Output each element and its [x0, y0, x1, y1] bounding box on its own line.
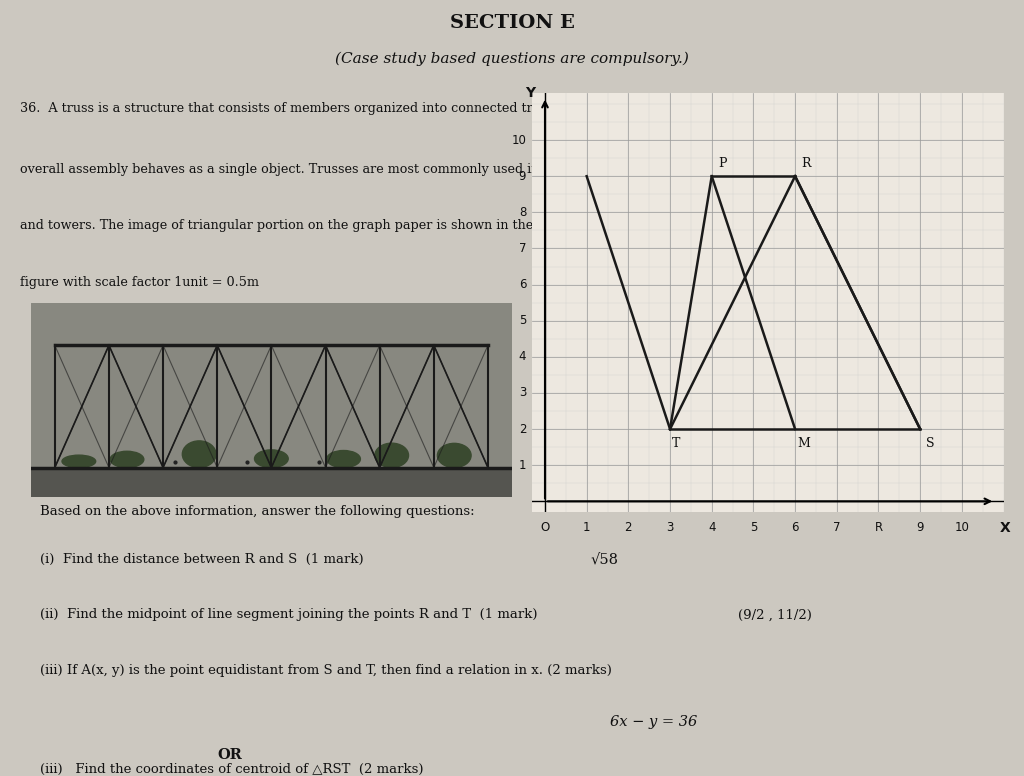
Text: X: X [999, 521, 1010, 535]
Text: (Case study based questions are compulsory.): (Case study based questions are compulso… [335, 51, 689, 66]
Text: 7: 7 [834, 521, 841, 534]
Text: 10: 10 [511, 133, 526, 147]
Ellipse shape [182, 454, 216, 467]
Text: SECTION E: SECTION E [450, 14, 574, 32]
Text: 2: 2 [625, 521, 632, 534]
Text: overall assembly behaves as a single object. Trusses are most commonly used in b: overall assembly behaves as a single obj… [20, 163, 634, 175]
Text: 36.  A truss is a structure that consists of members organized into connected tr: 36. A truss is a structure that consists… [20, 102, 652, 115]
Text: (i)  Find the distance between R and S  (1 mark): (i) Find the distance between R and S (1… [40, 553, 364, 566]
Text: 1: 1 [519, 459, 526, 472]
Text: (9/2 , 11/2): (9/2 , 11/2) [738, 608, 812, 622]
Text: (iii) If A(x, y) is the point equidistant from S and T, then find a relation in : (iii) If A(x, y) is the point equidistan… [40, 664, 612, 677]
Text: S: S [927, 437, 935, 450]
Ellipse shape [375, 447, 409, 467]
Text: Y: Y [525, 86, 536, 100]
Text: 7: 7 [519, 242, 526, 255]
Text: (iii)   Find the coordinates of centroid of △RST  (2 marks): (iii) Find the coordinates of centroid o… [40, 763, 424, 776]
Text: and towers. The image of triangular portion on the graph paper is shown in the a: and towers. The image of triangular port… [20, 219, 593, 232]
Text: P: P [718, 158, 726, 170]
Text: 9: 9 [916, 521, 924, 534]
Ellipse shape [111, 442, 143, 467]
Text: M: M [797, 437, 810, 450]
Ellipse shape [62, 452, 95, 467]
Text: √58: √58 [591, 553, 618, 566]
Text: 10: 10 [954, 521, 970, 534]
Text: figure with scale factor 1unit = 0.5m: figure with scale factor 1unit = 0.5m [20, 275, 259, 289]
Text: 5: 5 [519, 314, 526, 327]
Text: 8: 8 [519, 206, 526, 219]
Text: OR: OR [217, 748, 242, 762]
Text: R: R [802, 158, 811, 170]
Ellipse shape [327, 452, 360, 467]
Text: O: O [541, 521, 550, 534]
Text: 6x − y = 36: 6x − y = 36 [610, 715, 697, 729]
Text: 3: 3 [519, 386, 526, 400]
Text: 1: 1 [583, 521, 591, 534]
Text: 9: 9 [519, 170, 526, 182]
Text: Based on the above information, answer the following questions:: Based on the above information, answer t… [40, 505, 475, 518]
Ellipse shape [255, 454, 288, 467]
Text: 4: 4 [708, 521, 716, 534]
Text: R: R [874, 521, 883, 534]
Text: 2: 2 [519, 423, 526, 435]
Text: (ii)  Find the midpoint of line segment joining the points R and T  (1 mark): (ii) Find the midpoint of line segment j… [40, 608, 538, 622]
Text: 6: 6 [519, 278, 526, 291]
Text: 6: 6 [792, 521, 799, 534]
Text: T: T [672, 437, 681, 450]
Text: 5: 5 [750, 521, 757, 534]
Ellipse shape [437, 445, 471, 467]
Text: 4: 4 [519, 350, 526, 363]
Text: 3: 3 [667, 521, 674, 534]
Bar [31, 467, 512, 497]
